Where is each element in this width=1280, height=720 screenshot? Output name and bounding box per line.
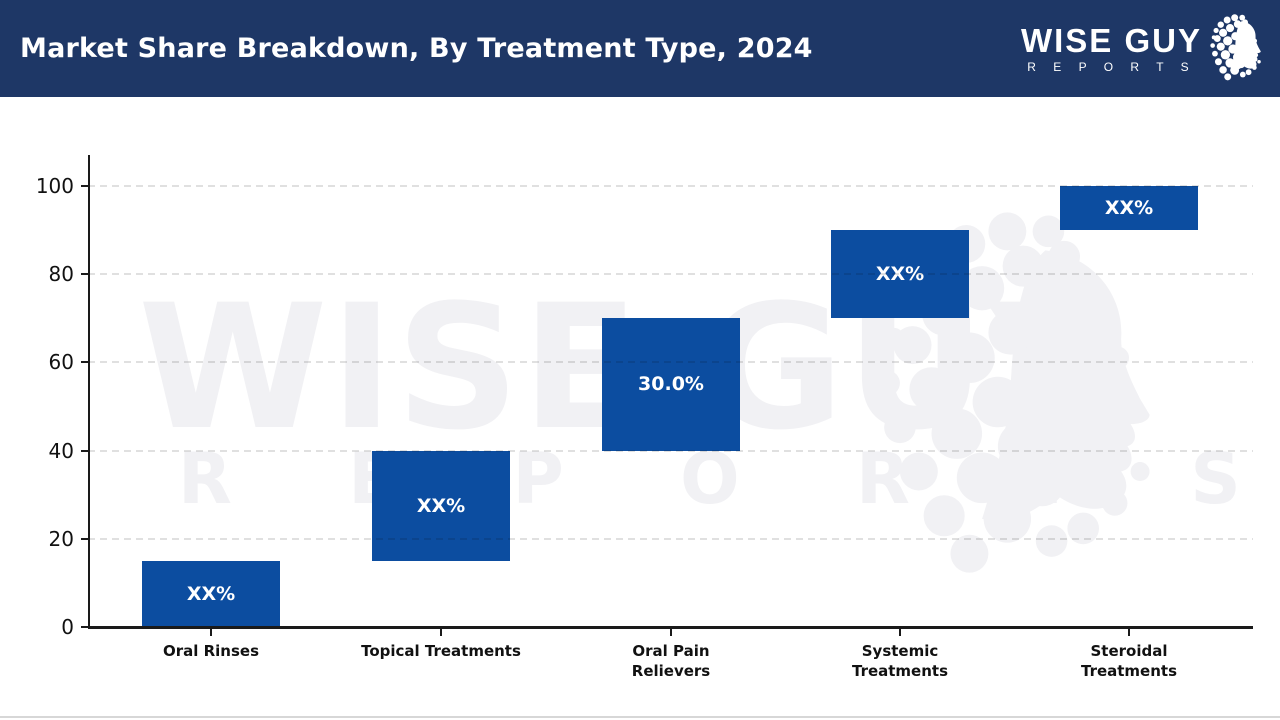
- page-title: Market Share Breakdown, By Treatment Typ…: [20, 33, 813, 64]
- x-tick-mark-oral-rinses: [210, 629, 212, 636]
- y-tick-label-100: 100: [35, 174, 74, 198]
- brand-name: WISE GUY: [1020, 21, 1202, 59]
- bar-oral-rinses: XX%: [142, 560, 280, 627]
- y-tick-label-20: 20: [48, 526, 74, 551]
- bar-value-label: XX%: [875, 263, 925, 286]
- gridline-60: [88, 361, 1253, 364]
- brand-subtitle: R E P O R T S: [1027, 59, 1196, 74]
- x-label-oral-rinses: Oral Rinses: [162, 642, 260, 660]
- bar-value-label: 30.0%: [638, 373, 704, 396]
- y-tick-label-40: 40: [48, 438, 74, 463]
- y-tick-label-80: 80: [48, 262, 74, 287]
- report-header: Market Share Breakdown, By Treatment Typ…: [0, 0, 1280, 97]
- brand-face-icon: [1210, 13, 1261, 80]
- x-tick-mark-topical-treatments: [440, 629, 442, 636]
- x-tick-mark-steroidal-treatments: [1128, 629, 1130, 636]
- x-tick-mark-oral-pain-relievers: [670, 629, 672, 636]
- y-tick-mark-100: [81, 185, 88, 187]
- x-label-topical-treatments: Topical Treatments: [361, 642, 521, 660]
- y-tick-mark-0: [81, 626, 88, 628]
- y-tick-label-0: 0: [61, 615, 74, 639]
- gridline-100: [88, 185, 1253, 187]
- x-tick-mark-systemic-treatments: [899, 629, 901, 636]
- x-label-systemic-treatments: Systemic Treatments: [851, 642, 949, 680]
- y-tick-mark-60: [81, 361, 88, 364]
- brand-logo-text: WISE GUY R E P O R T S: [1021, 24, 1202, 74]
- x-axis: [88, 626, 1253, 629]
- y-tick-label-60: 60: [48, 350, 74, 375]
- gridline-40: [88, 449, 1253, 452]
- bottom-border: [0, 716, 1280, 718]
- bar-systemic-treatments: XX%: [831, 230, 969, 319]
- y-tick-mark-20: [81, 537, 88, 540]
- bar-topical-treatments: XX%: [372, 450, 510, 561]
- y-axis: [88, 155, 90, 629]
- gridline-80: [88, 273, 1253, 276]
- bar-value-label: XX%: [1104, 197, 1154, 220]
- brand-logo: WISE GUY R E P O R T S: [1021, 13, 1266, 84]
- bar-value-label: XX%: [416, 494, 466, 517]
- y-tick-mark-80: [81, 273, 88, 276]
- bar-value-label: XX%: [186, 582, 236, 605]
- bar-steroidal-treatments: XX%: [1060, 186, 1198, 231]
- x-label-steroidal-treatments: Steroidal Treatments: [1080, 642, 1178, 680]
- y-tick-mark-40: [81, 449, 88, 452]
- bar-oral-pain-relievers: 30.0%: [602, 318, 740, 451]
- x-label-oral-pain-relievers: Oral Pain Relievers: [631, 642, 711, 680]
- gridline-20: [88, 537, 1253, 540]
